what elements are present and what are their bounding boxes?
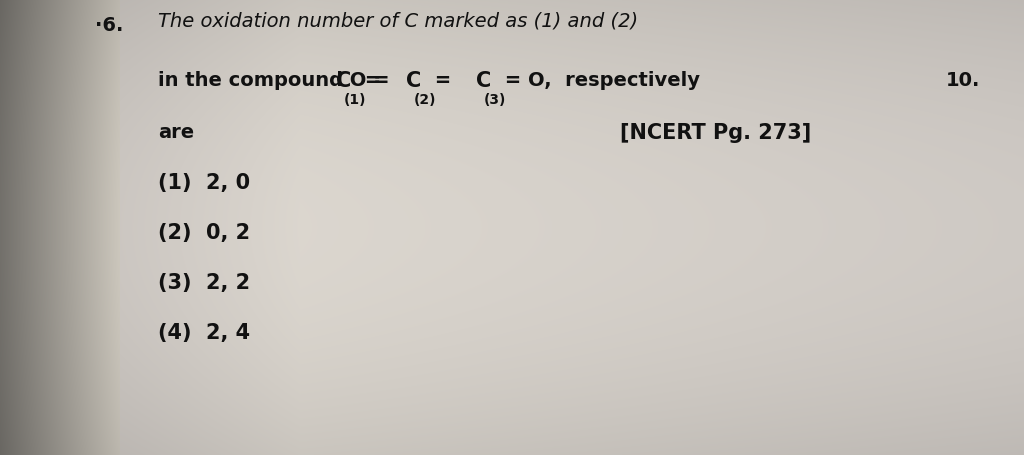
Text: in the compound O =: in the compound O = xyxy=(158,71,396,90)
Text: [NCERT Pg. 273]: [NCERT Pg. 273] xyxy=(620,123,811,143)
Text: = O,  respectively: = O, respectively xyxy=(498,71,700,90)
Text: C: C xyxy=(476,71,492,91)
Text: C: C xyxy=(406,71,421,91)
Text: 10.: 10. xyxy=(945,71,980,90)
Text: (3)  2, 2: (3) 2, 2 xyxy=(158,273,250,293)
Text: (2)  0, 2: (2) 0, 2 xyxy=(158,222,250,243)
Text: are: are xyxy=(158,123,195,142)
Text: (1)  2, 0: (1) 2, 0 xyxy=(158,172,250,192)
Text: =: = xyxy=(428,71,458,90)
Text: (1): (1) xyxy=(344,93,367,107)
Text: ·6.: ·6. xyxy=(95,16,123,35)
Text: =: = xyxy=(358,71,388,90)
Text: C: C xyxy=(336,71,351,91)
Text: (4)  2, 4: (4) 2, 4 xyxy=(158,322,250,342)
Text: The oxidation number of C marked as (1) and (2): The oxidation number of C marked as (1) … xyxy=(158,11,638,30)
Text: (2): (2) xyxy=(414,93,436,107)
Text: (3): (3) xyxy=(484,93,507,107)
